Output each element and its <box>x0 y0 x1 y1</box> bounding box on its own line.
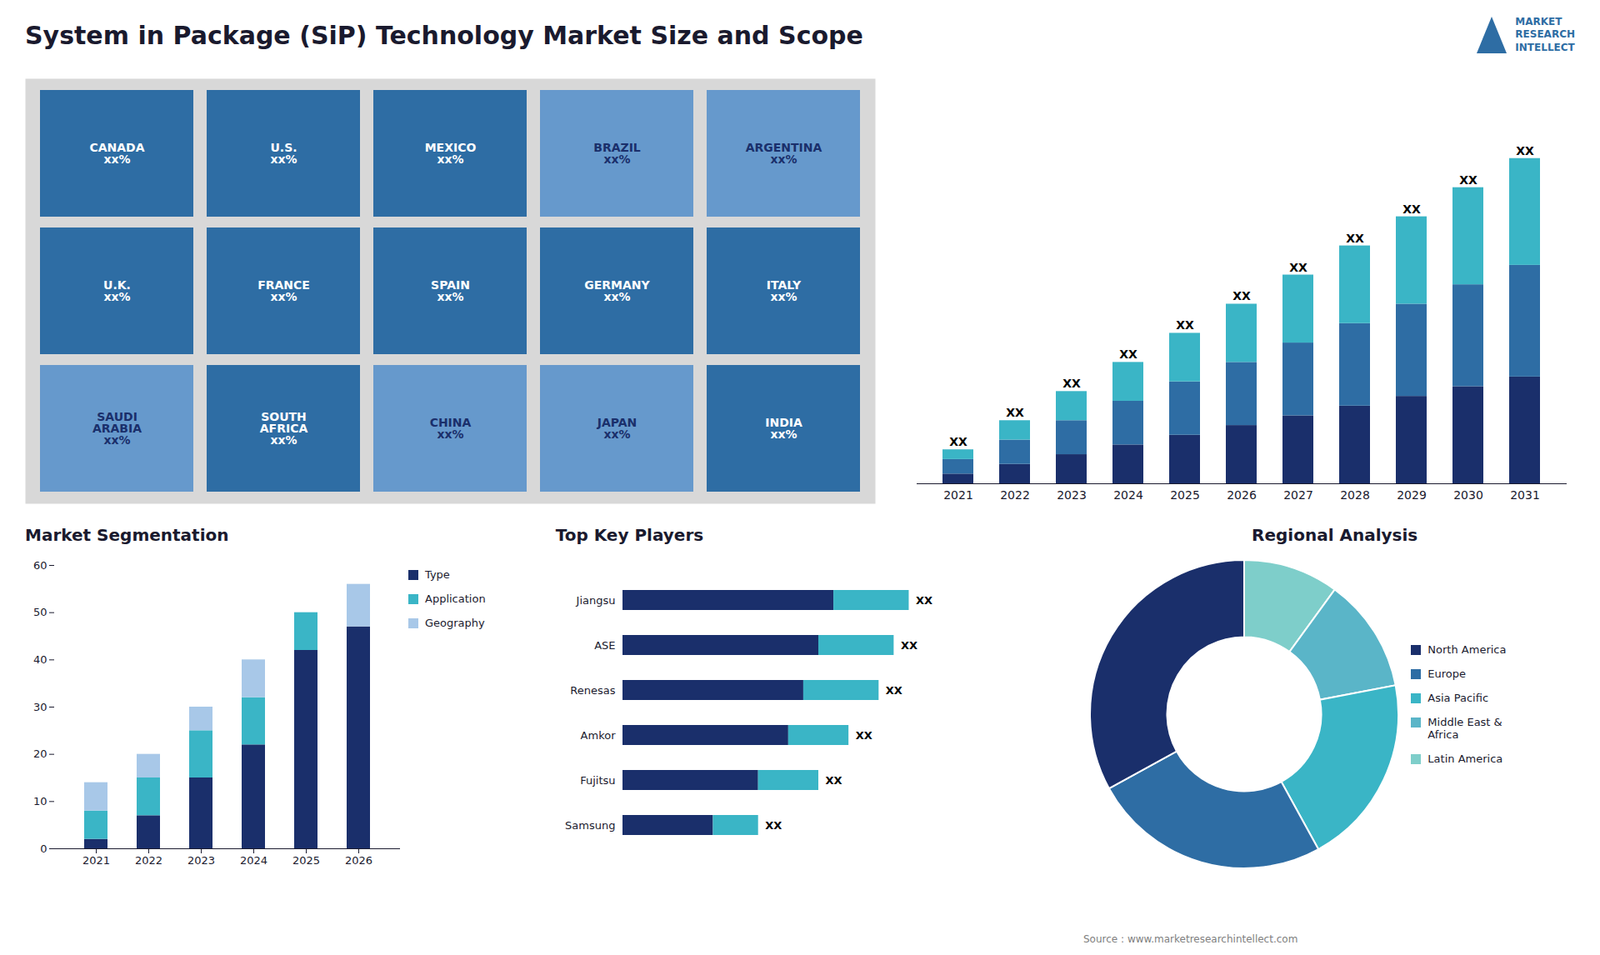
svg-text:2024: 2024 <box>1113 488 1144 502</box>
svg-text:XX: XX <box>1345 231 1365 245</box>
svg-text:GERMANYxx%: GERMANYxx% <box>584 278 650 304</box>
svg-text:2021: 2021 <box>943 488 974 502</box>
svg-text:20: 20 <box>33 747 48 760</box>
svg-text:ASE: ASE <box>594 639 615 652</box>
svg-text:2021: 2021 <box>82 854 110 867</box>
html-text:Top Key Players: Top Key Players <box>555 525 704 545</box>
html-text:MARKET RESEARCH INTELLECT: MARKET RESEARCH INTELLECT <box>1515 15 1575 54</box>
svg-text:SOUTHAFRICAxx%: SOUTHAFRICAxx% <box>260 410 309 447</box>
svg-text:XX: XX <box>1062 376 1081 390</box>
svg-text:FRANCExx%: FRANCExx% <box>257 278 310 304</box>
svg-text:Renesas: Renesas <box>570 684 615 697</box>
svg-text:JAPANxx%: JAPANxx% <box>596 415 638 441</box>
svg-text:50: 50 <box>33 605 48 619</box>
svg-text:2022: 2022 <box>135 854 163 867</box>
html-text:Europe: Europe <box>1427 667 1466 680</box>
svg-text:2026: 2026 <box>345 854 373 867</box>
svg-text:CANADAxx%: CANADAxx% <box>89 140 145 166</box>
svg-text:2028: 2028 <box>1340 488 1370 502</box>
html-text:System in Package (SiP) Techno: System in Package (SiP) Technology Marke… <box>25 20 864 50</box>
html-text:Application: Application <box>425 592 486 605</box>
svg-text:2030: 2030 <box>1453 488 1484 502</box>
svg-text:CHINAxx%: CHINAxx% <box>430 415 472 441</box>
svg-text:2025: 2025 <box>1170 488 1200 502</box>
svg-text:2027: 2027 <box>1283 488 1314 502</box>
svg-text:XX: XX <box>915 594 933 607</box>
html-text:Type: Type <box>425 568 450 581</box>
svg-text:Samsung: Samsung <box>565 819 615 832</box>
svg-text:ITALYxx%: ITALYxx% <box>766 278 802 304</box>
svg-text:10: 10 <box>33 795 48 808</box>
svg-text:XX: XX <box>1402 202 1421 216</box>
svg-text:BRAZILxx%: BRAZILxx% <box>593 140 641 166</box>
svg-text:2023: 2023 <box>187 854 215 867</box>
svg-text:XX: XX <box>1515 144 1535 158</box>
svg-text:Fujitsu: Fujitsu <box>580 774 615 787</box>
svg-text:2031: 2031 <box>1510 488 1540 502</box>
svg-text:XX: XX <box>765 819 782 832</box>
svg-text:2025: 2025 <box>292 854 320 867</box>
html-text:Asia Pacific: Asia Pacific <box>1427 691 1489 705</box>
svg-text:XX: XX <box>1119 347 1138 361</box>
svg-text:MEXICOxx%: MEXICOxx% <box>425 140 477 166</box>
svg-text:XX: XX <box>1175 318 1195 332</box>
svg-text:60: 60 <box>33 559 48 572</box>
svg-text:XX: XX <box>825 774 842 787</box>
svg-text:SAUDIARABIAxx%: SAUDIARABIAxx% <box>92 410 142 447</box>
svg-text:XX: XX <box>1459 173 1478 187</box>
svg-text:INDIAxx%: INDIAxx% <box>765 415 803 441</box>
svg-text:SPAINxx%: SPAINxx% <box>430 278 470 304</box>
svg-text:Jiangsu: Jiangsu <box>575 594 615 607</box>
svg-text:0: 0 <box>40 842 47 855</box>
html-text:North America: North America <box>1427 643 1507 656</box>
svg-text:XX: XX <box>885 684 902 697</box>
svg-text:XX: XX <box>1289 260 1308 275</box>
svg-text:U.K.xx%: U.K.xx% <box>103 278 131 304</box>
svg-text:U.S.xx%: U.S.xx% <box>270 140 297 166</box>
svg-text:ARGENTINAxx%: ARGENTINAxx% <box>745 140 823 166</box>
svg-text:2029: 2029 <box>1396 488 1427 502</box>
svg-text:2023: 2023 <box>1056 488 1087 502</box>
html-text:Market Segmentation: Market Segmentation <box>25 525 229 545</box>
svg-text:XX: XX <box>855 729 872 742</box>
html-text:Regional Analysis: Regional Analysis <box>1251 525 1418 545</box>
svg-text:XX: XX <box>1232 289 1251 303</box>
svg-text:2024: 2024 <box>240 854 268 867</box>
svg-text:40: 40 <box>33 653 48 666</box>
svg-text:Amkor: Amkor <box>580 729 616 742</box>
html-text:Source : www.marketresearchint: Source : www.marketresearchintellect.com <box>1083 933 1298 945</box>
html-text:Middle East & Africa: Middle East & Africa <box>1427 715 1503 741</box>
svg-text:XX: XX <box>949 435 968 449</box>
html-text:Geography: Geography <box>425 616 485 630</box>
svg-text:2026: 2026 <box>1226 488 1257 502</box>
svg-text:2022: 2022 <box>1000 488 1030 502</box>
svg-text:XX: XX <box>900 639 918 652</box>
svg-text:XX: XX <box>1005 405 1025 420</box>
svg-text:30: 30 <box>33 700 48 714</box>
html-text:Latin America: Latin America <box>1427 752 1503 765</box>
